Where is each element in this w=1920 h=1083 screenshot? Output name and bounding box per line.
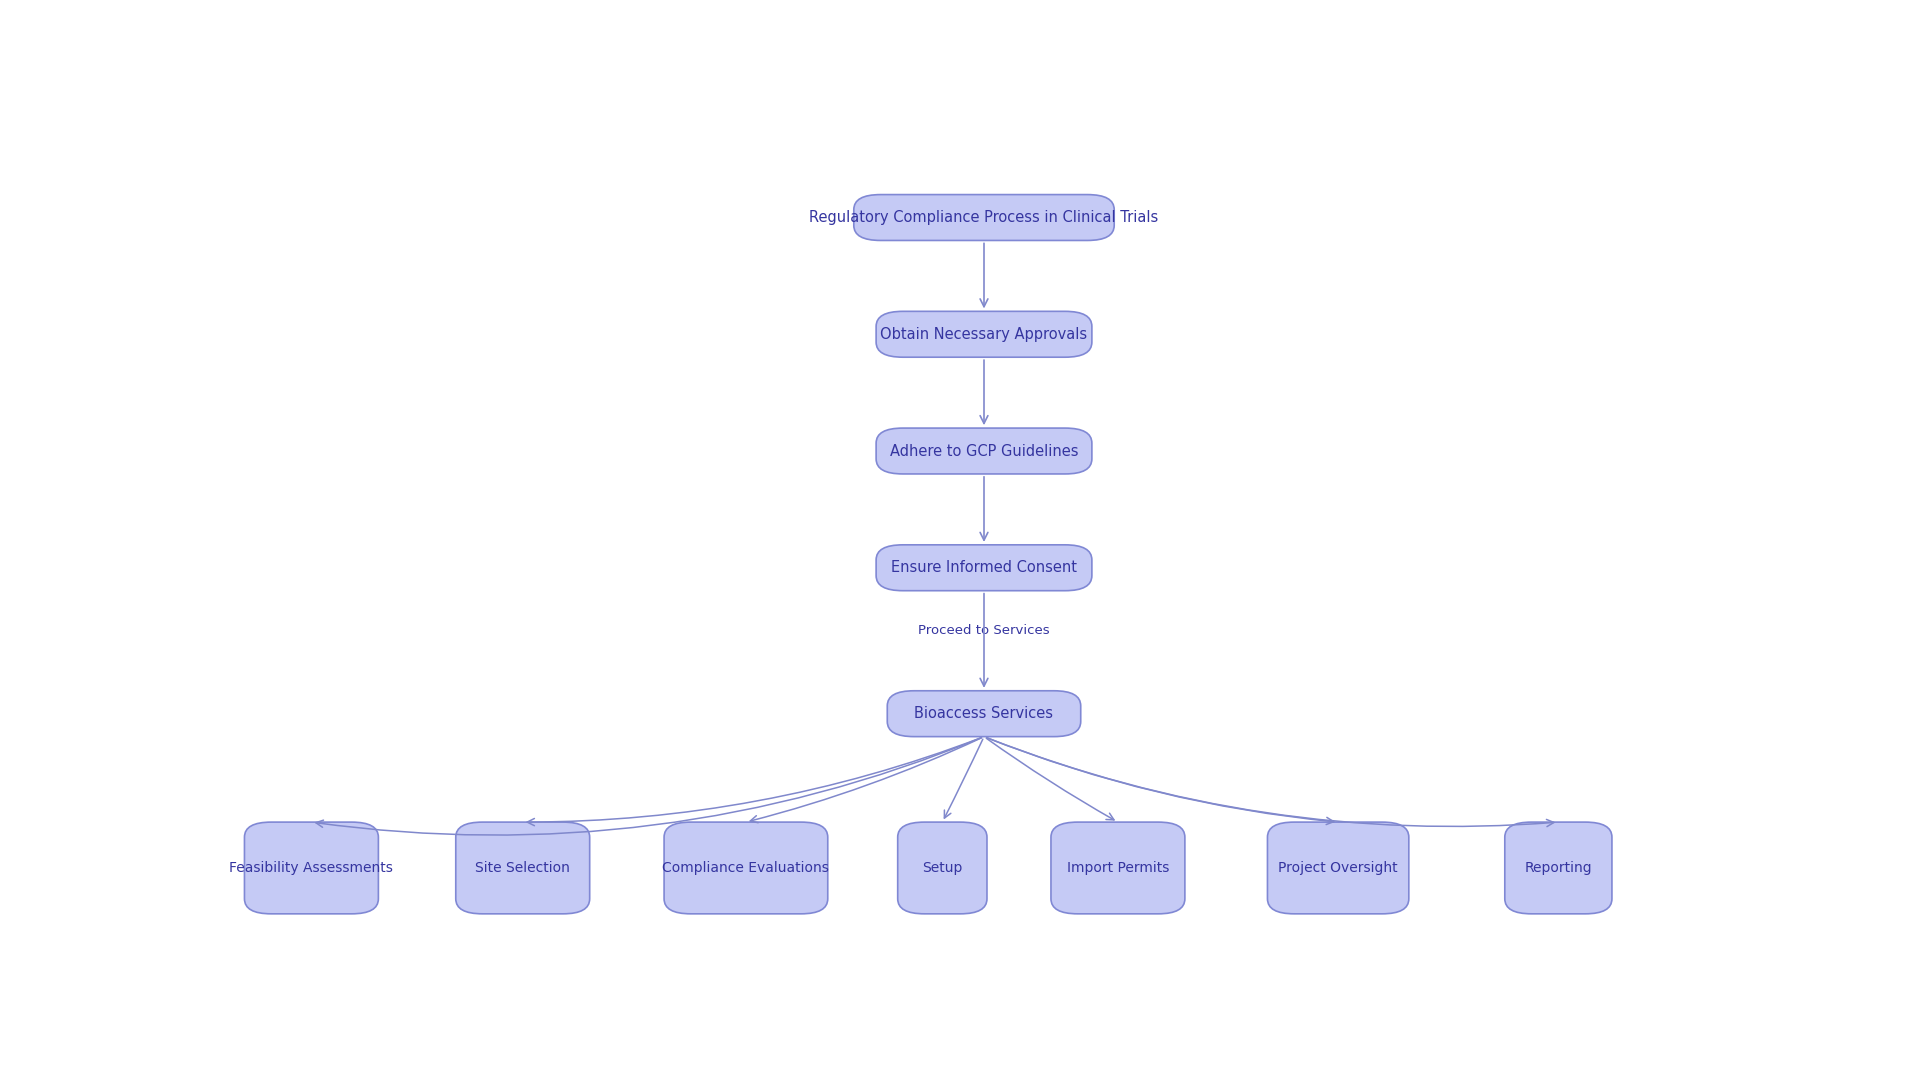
FancyBboxPatch shape bbox=[664, 822, 828, 914]
FancyBboxPatch shape bbox=[876, 311, 1092, 357]
Text: Bioaccess Services: Bioaccess Services bbox=[914, 706, 1054, 721]
FancyBboxPatch shape bbox=[899, 822, 987, 914]
FancyBboxPatch shape bbox=[887, 691, 1081, 736]
Text: Obtain Necessary Approvals: Obtain Necessary Approvals bbox=[881, 327, 1087, 342]
Text: Site Selection: Site Selection bbox=[476, 861, 570, 875]
Text: Feasibility Assessments: Feasibility Assessments bbox=[230, 861, 394, 875]
FancyBboxPatch shape bbox=[1505, 822, 1613, 914]
Text: Regulatory Compliance Process in Clinical Trials: Regulatory Compliance Process in Clinica… bbox=[810, 210, 1158, 225]
Text: Proceed to Services: Proceed to Services bbox=[918, 624, 1050, 637]
FancyBboxPatch shape bbox=[876, 545, 1092, 590]
FancyBboxPatch shape bbox=[854, 195, 1114, 240]
Text: Compliance Evaluations: Compliance Evaluations bbox=[662, 861, 829, 875]
Text: Setup: Setup bbox=[922, 861, 962, 875]
FancyBboxPatch shape bbox=[455, 822, 589, 914]
Text: Import Permits: Import Permits bbox=[1068, 861, 1169, 875]
FancyBboxPatch shape bbox=[1267, 822, 1409, 914]
FancyBboxPatch shape bbox=[1050, 822, 1185, 914]
Text: Adhere to GCP Guidelines: Adhere to GCP Guidelines bbox=[889, 444, 1079, 458]
Text: Project Oversight: Project Oversight bbox=[1279, 861, 1398, 875]
FancyBboxPatch shape bbox=[244, 822, 378, 914]
Text: Reporting: Reporting bbox=[1524, 861, 1592, 875]
FancyBboxPatch shape bbox=[876, 428, 1092, 474]
Text: Ensure Informed Consent: Ensure Informed Consent bbox=[891, 560, 1077, 575]
